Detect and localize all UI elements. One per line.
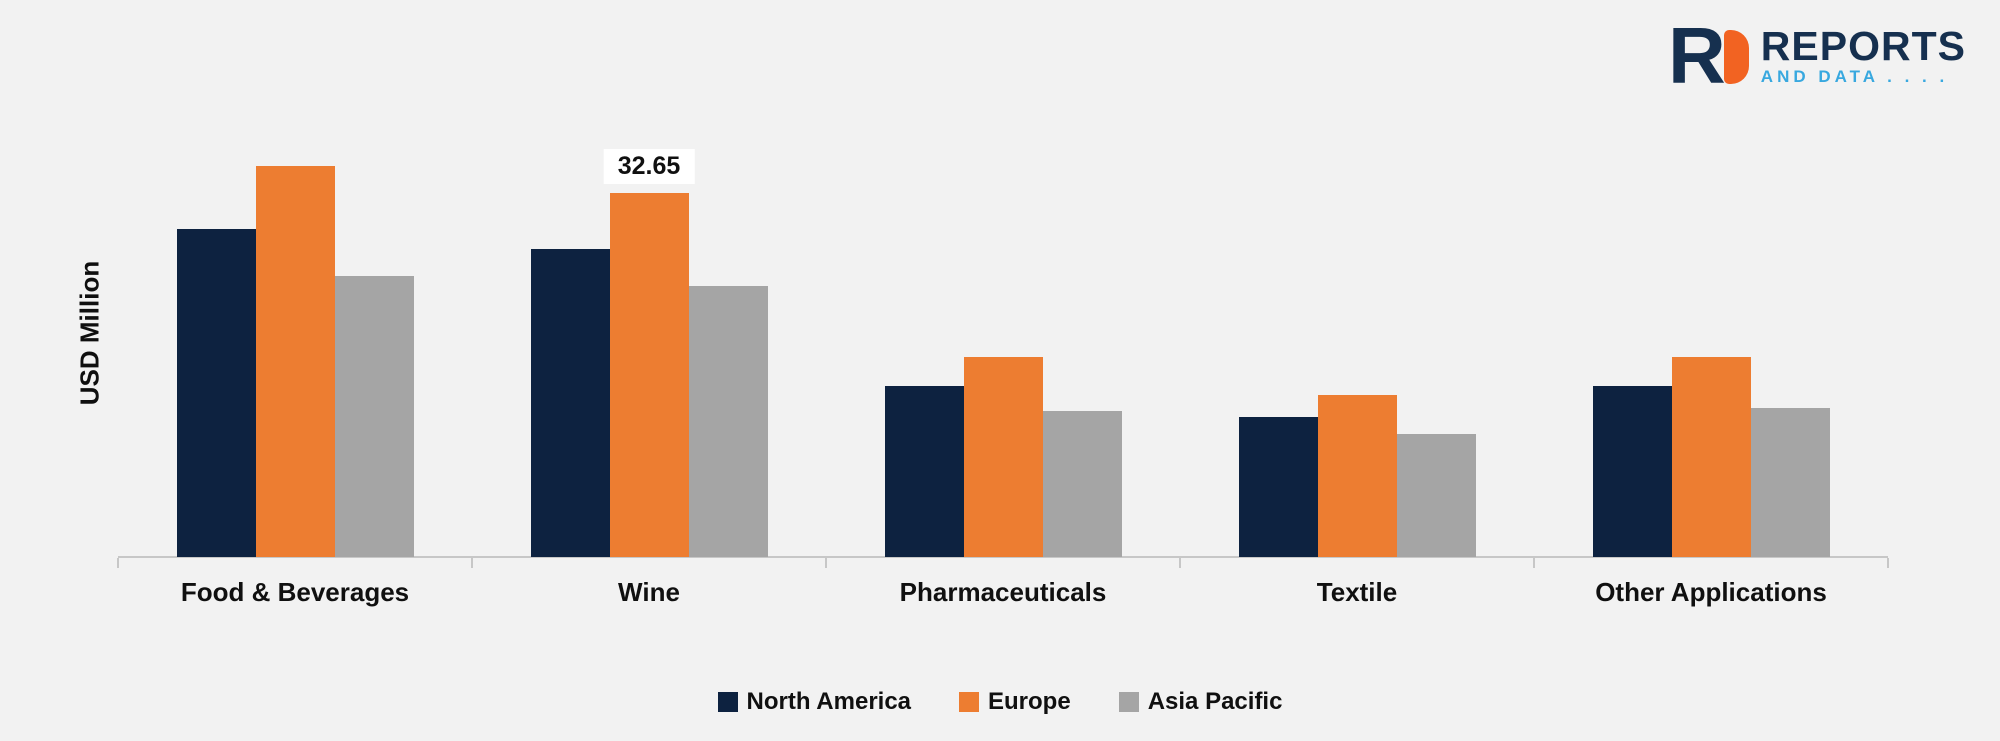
bar-europe-other-applications	[1671, 357, 1751, 557]
x-axis-label-food-beverages: Food & Beverages	[180, 577, 410, 607]
x-axis-tick	[1887, 558, 1889, 568]
bar-asia-pacific-food-beverages	[334, 276, 414, 557]
x-axis-label-pharmaceuticals: Pharmaceuticals	[899, 577, 1107, 607]
x-axis-tick	[1179, 558, 1181, 568]
logo-text: REPORTS AND DATA . . . .	[1761, 26, 1966, 87]
bar-north-america-wine	[530, 249, 610, 557]
logo-r-letter: R	[1668, 11, 1726, 100]
logo-title: REPORTS	[1760, 23, 1966, 69]
x-axis-line	[118, 556, 1888, 558]
bar-europe-pharmaceuticals	[963, 357, 1043, 557]
legend-label-asia-pacific: Asia Pacific	[1147, 688, 1283, 715]
data-label-europe-wine: 32.65	[603, 149, 695, 184]
legend-item-north-america: North America	[717, 688, 912, 716]
bar-north-america-other-applications	[1592, 386, 1672, 557]
legend-swatch-north-america	[717, 692, 738, 712]
legend: North America Europe Asia Pacific	[0, 688, 2000, 716]
legend-swatch-europe	[959, 692, 980, 712]
bar-north-america-pharmaceuticals	[884, 386, 964, 557]
logo-d-shape	[1723, 30, 1749, 84]
x-axis-label-textile: Textile	[1316, 577, 1398, 607]
x-axis-label-wine: Wine	[618, 577, 680, 607]
bar-europe-food-beverages	[255, 166, 335, 557]
x-axis-tick	[117, 558, 119, 568]
legend-label-europe: Europe	[988, 688, 1071, 715]
logo-mark: R	[1668, 11, 1749, 100]
x-axis-label-other-applications: Other Applications	[1595, 577, 1827, 607]
x-axis-tick	[471, 558, 473, 568]
bar-asia-pacific-wine	[688, 286, 768, 557]
bar-europe-textile	[1317, 395, 1397, 557]
x-axis-tick	[825, 558, 827, 568]
legend-item-asia-pacific: Asia Pacific	[1118, 688, 1283, 716]
bar-north-america-textile	[1238, 417, 1318, 557]
bar-asia-pacific-other-applications	[1750, 408, 1830, 557]
legend-item-europe: Europe	[959, 688, 1071, 716]
legend-swatch-asia-pacific	[1118, 692, 1139, 712]
bar-north-america-food-beverages	[176, 229, 256, 557]
bar-asia-pacific-pharmaceuticals	[1042, 411, 1122, 557]
legend-label-north-america: North America	[746, 688, 912, 715]
logo-tagline: AND DATA . . . .	[1760, 67, 1949, 86]
bar-europe-wine	[609, 193, 689, 557]
bar-asia-pacific-textile	[1396, 434, 1476, 557]
y-axis-title: USD Million	[74, 260, 105, 406]
x-axis-tick	[1533, 558, 1535, 568]
reports-and-data-logo: R REPORTS AND DATA . . . .	[1668, 11, 1966, 100]
